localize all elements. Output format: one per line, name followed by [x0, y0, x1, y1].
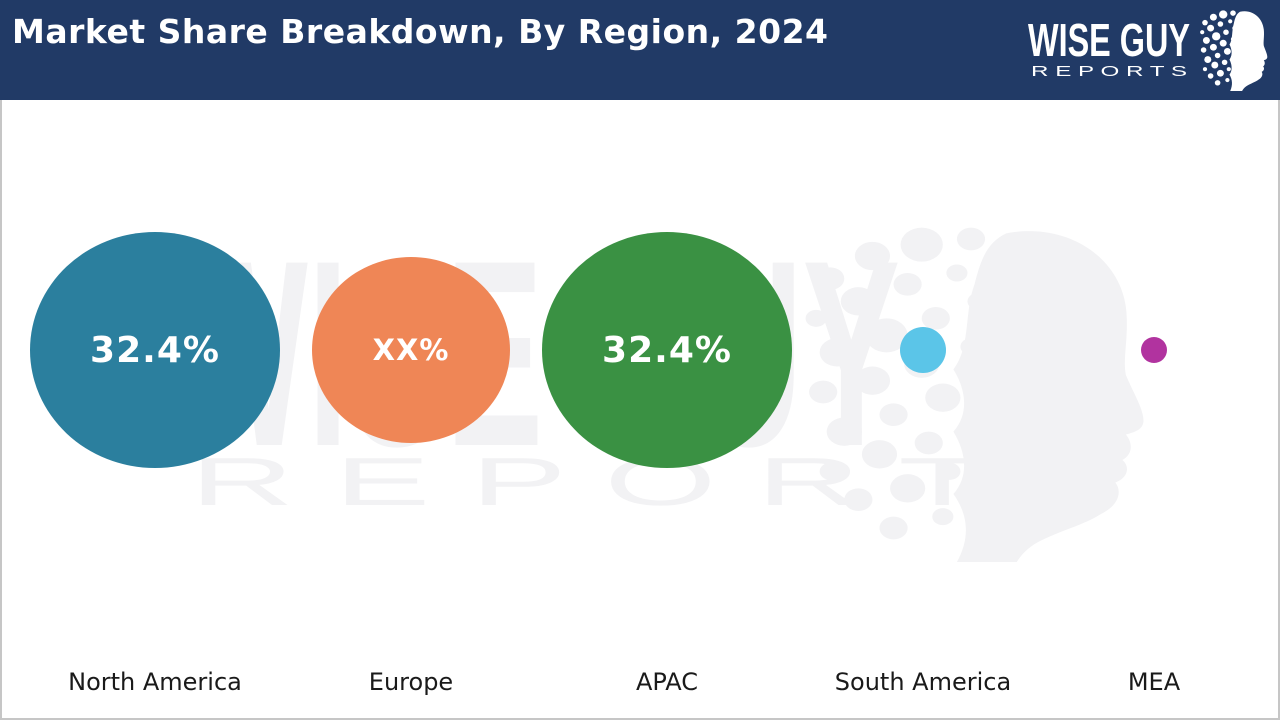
chart-area: WISE GUY R E P O R T S 32.4% North Americ… [0, 100, 1280, 720]
category-label: APAC [635, 668, 699, 696]
bubble-value-label: XX% [372, 333, 450, 367]
wiseguy-logo: WISE GUY R E P O R T S [1028, 10, 1268, 91]
bubble-europe: XX% [312, 257, 510, 443]
page-title: Market Share Breakdown, By Region, 2024 [12, 12, 829, 51]
category-label: South America [834, 668, 1012, 696]
logo-wordmark: WISE GUY [1028, 14, 1190, 66]
wiseguy-face-icon [1200, 10, 1268, 91]
bubble-chart: 32.4% North America XX% Europe 32.4% APAC Sout… [2, 100, 1278, 716]
category-label: Europe [368, 668, 454, 696]
bubble-north-america: 32.4% [30, 232, 280, 468]
bubble-value-label: 32.4% [90, 329, 220, 371]
bubble-apac: 32.4% [542, 232, 792, 468]
bubble-value-label: 32.4% [602, 329, 732, 371]
category-label: North America [68, 668, 242, 696]
header: Market Share Breakdown, By Region, 2024 … [0, 0, 1280, 100]
bubble-south-america [900, 327, 946, 373]
bubble-mea [1141, 337, 1167, 363]
category-label: MEA [1127, 668, 1181, 696]
logo-subtitle: R E P O R T S [1031, 63, 1187, 80]
